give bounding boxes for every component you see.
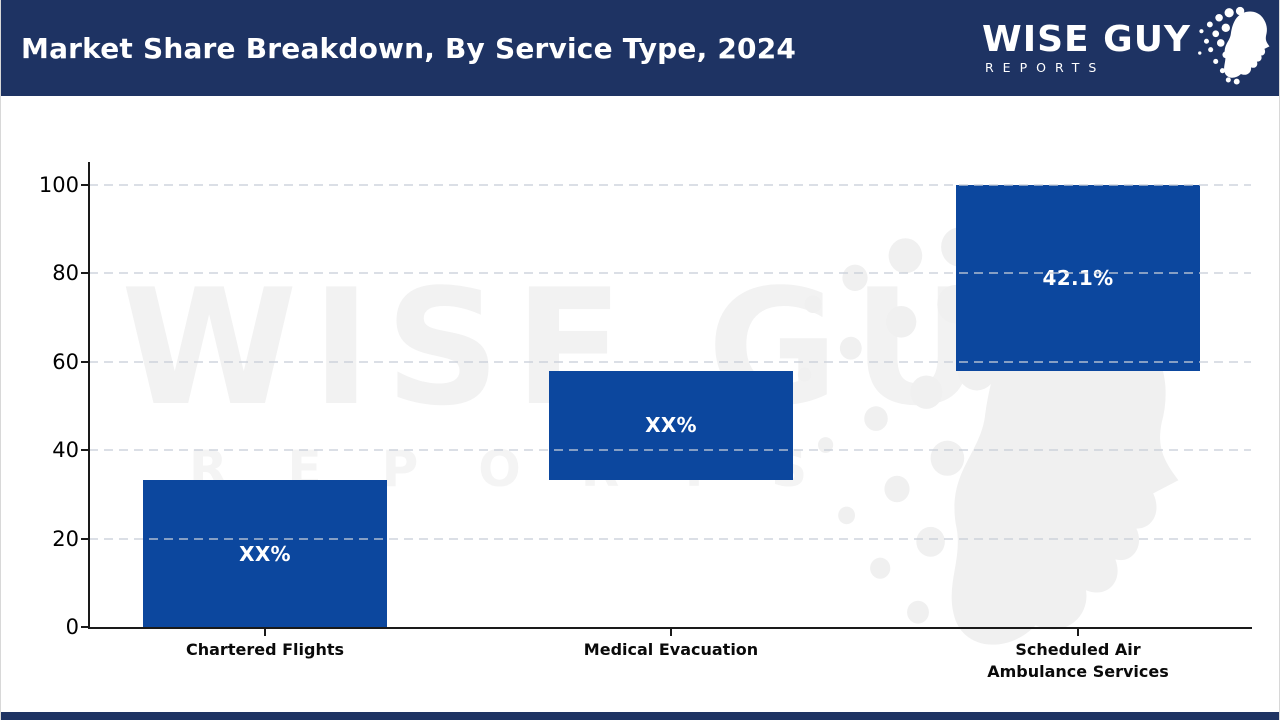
bar-2: XX% bbox=[549, 370, 793, 481]
wiseguy-logo: WISE GUY REPORTS bbox=[982, 6, 1273, 90]
x-tick-mark bbox=[1077, 629, 1079, 636]
y-tick-label: 40 bbox=[52, 438, 79, 462]
y-tick-label: 100 bbox=[38, 172, 79, 197]
footer-bar bbox=[1, 712, 1279, 720]
x-category-label: Scheduled Air Ambulance Services bbox=[987, 640, 1169, 681]
y-tick-label: 0 bbox=[65, 615, 79, 639]
bar-3: 42.1% bbox=[956, 184, 1200, 371]
y-tick-mark bbox=[81, 626, 89, 628]
grid-line bbox=[89, 272, 1251, 274]
x-tick-mark bbox=[670, 629, 672, 636]
logo-wordmark-line1: WISE GUY bbox=[981, 19, 1191, 61]
bar-1: XX% bbox=[143, 480, 387, 627]
page-title: Market Share Breakdown, By Service Type,… bbox=[21, 31, 797, 65]
y-axis-line bbox=[88, 162, 90, 629]
y-tick-label: 80 bbox=[52, 261, 79, 285]
y-tick-label: 20 bbox=[52, 526, 79, 551]
bar-value-label: 42.1% bbox=[1042, 265, 1114, 290]
grid-line bbox=[89, 449, 1251, 451]
y-tick-mark bbox=[81, 272, 89, 274]
y-tick-label: 60 bbox=[52, 349, 79, 374]
header-bar: Market Share Breakdown, By Service Type,… bbox=[1, 0, 1279, 96]
x-category-label: Medical Evacuation bbox=[583, 640, 759, 659]
face-profile-icon bbox=[1198, 6, 1270, 85]
y-tick-mark bbox=[81, 449, 89, 451]
grid-line bbox=[89, 537, 1251, 540]
x-tick-mark bbox=[264, 629, 266, 636]
y-tick-mark bbox=[81, 360, 89, 363]
x-category-label: Chartered Flights bbox=[186, 640, 344, 659]
bar-value-label: XX% bbox=[645, 413, 697, 438]
logo-wordmark-line2: REPORTS bbox=[984, 59, 1106, 75]
grid-line bbox=[89, 183, 1251, 186]
y-tick-mark bbox=[81, 537, 89, 540]
grid-line bbox=[89, 360, 1251, 363]
logo-wordmark: WISE GUY REPORTS bbox=[982, 21, 1191, 75]
x-axis-line bbox=[88, 627, 1252, 629]
y-tick-mark bbox=[81, 183, 89, 186]
bar-value-label: XX% bbox=[239, 541, 291, 566]
